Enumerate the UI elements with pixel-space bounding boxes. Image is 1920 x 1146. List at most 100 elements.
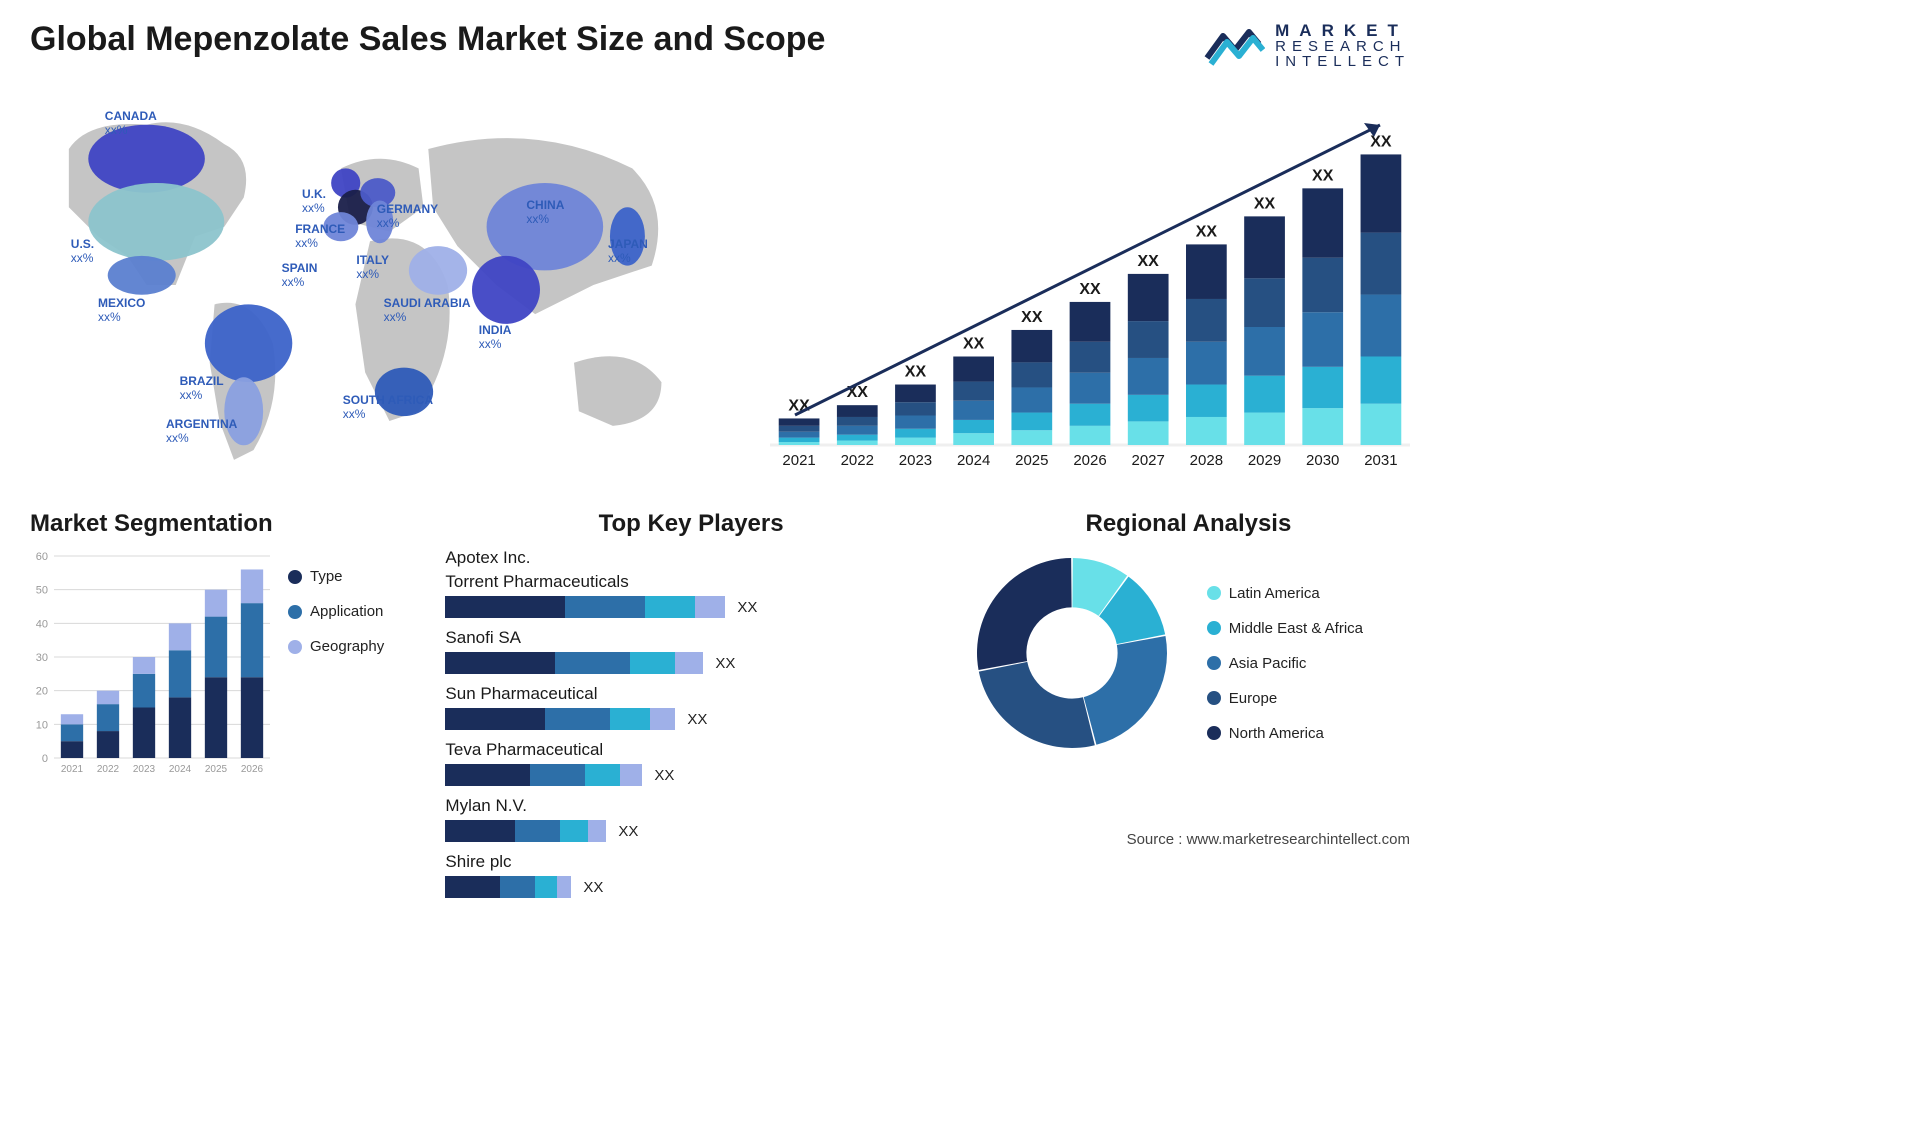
country-label-argentina: ARGENTINAxx% [166,418,237,444]
player-bar-row: XX [445,596,936,618]
regional-legend-north-america: North America [1207,725,1363,742]
svg-text:2028: 2028 [1190,452,1223,469]
player-bar [445,708,675,730]
svg-text:2023: 2023 [899,452,932,469]
brand-logo: MARKET RESEARCH INTELLECT [1201,20,1410,70]
svg-text:XX: XX [905,364,927,381]
player-name-torrent-pharmaceuticals: Torrent Pharmaceuticals [445,572,936,592]
world-map: CANADAxx% U.S.xx% MEXICOxx% BRAZILxx% ARGENT… [30,90,710,480]
svg-text:10: 10 [36,719,48,731]
regional-donut [967,548,1177,758]
svg-text:0: 0 [42,753,48,765]
brand-line-3: INTELLECT [1275,54,1410,69]
brand-logo-icon [1201,20,1265,70]
player-value: XX [715,655,735,672]
regional-legend: Latin America Middle East & Africa Asia Pa… [1207,585,1363,742]
svg-text:XX: XX [1138,253,1160,270]
svg-text:2022: 2022 [97,764,120,775]
svg-text:2031: 2031 [1364,452,1397,469]
svg-text:2027: 2027 [1131,452,1164,469]
svg-text:2026: 2026 [241,764,264,775]
country-label-canada: CANADAxx% [105,110,157,136]
country-label-south-africa: SOUTH AFRICAxx% [343,394,433,420]
svg-text:2029: 2029 [1248,452,1281,469]
player-bar [445,876,571,898]
svg-text:2021: 2021 [61,764,84,775]
svg-text:2021: 2021 [782,452,815,469]
country-label-india: INDIAxx% [479,324,512,350]
country-label-u-s-: U.S.xx% [71,238,94,264]
svg-text:2025: 2025 [1015,452,1048,469]
svg-text:60: 60 [36,551,48,563]
world-map-svg [30,90,710,480]
player-bar [445,596,725,618]
player-name-shire-plc: Shire plc [445,852,936,872]
svg-text:XX: XX [1196,223,1218,240]
source-text: Source : www.marketresearchintellect.com [1127,831,1410,848]
player-bar-row: XX [445,876,936,898]
svg-text:2030: 2030 [1306,452,1339,469]
svg-text:XX: XX [1079,281,1101,298]
country-label-japan: JAPANxx% [608,238,648,264]
country-label-mexico: MEXICOxx% [98,297,145,323]
country-label-germany: GERMANYxx% [377,203,438,229]
svg-text:30: 30 [36,652,48,664]
player-bar-row: XX [445,764,936,786]
player-value: XX [583,879,603,896]
svg-text:2023: 2023 [133,764,156,775]
player-bar-row: XX [445,708,936,730]
player-name-mylan-n-v-: Mylan N.V. [445,796,936,816]
player-bar [445,652,703,674]
player-bar-row: XX [445,820,936,842]
svg-text:20: 20 [36,686,48,698]
player-bar [445,764,642,786]
player-bar-row: XX [445,652,936,674]
svg-text:2026: 2026 [1073,452,1106,469]
player-bar [445,820,606,842]
country-label-saudi-arabia: SAUDI ARABIAxx% [384,297,471,323]
svg-text:XX: XX [963,336,985,353]
svg-text:50: 50 [36,585,48,597]
segmentation-legend-application: Application [288,603,384,620]
market-segmentation-section: Market Segmentation 0 10 20 30 40 50 60 2021 202… [30,510,415,898]
segmentation-title: Market Segmentation [30,510,415,538]
svg-text:2022: 2022 [841,452,874,469]
player-name-sun-pharmaceutical: Sun Pharmaceutical [445,684,936,704]
player-name-teva-pharmaceutical: Teva Pharmaceutical [445,740,936,760]
player-value: XX [618,823,638,840]
page-title: Global Mepenzolate Sales Market Size and… [30,20,825,59]
regional-legend-asia-pacific: Asia Pacific [1207,655,1363,672]
players-list: Apotex Inc. Torrent Pharmaceuticals XX Sano… [445,548,936,898]
player-value: XX [654,767,674,784]
segmentation-legend-geography: Geography [288,638,384,655]
player-value: XX [687,711,707,728]
country-label-u-k-: U.K.xx% [302,188,326,214]
player-name-sanofi-sa: Sanofi SA [445,628,936,648]
segmentation-chart: 0 10 20 30 40 50 60 2021 2022 2023 2024 2025 2026 [30,548,270,778]
segmentation-legend-type: Type [288,568,384,585]
brand-line-1: MARKET [1275,22,1410,39]
regional-title: Regional Analysis [967,510,1410,538]
svg-text:40: 40 [36,618,48,630]
segmentation-legend: Type Application Geography [288,568,384,655]
brand-line-2: RESEARCH [1275,39,1410,54]
player-name-apotex-inc-: Apotex Inc. [445,548,936,568]
svg-text:2025: 2025 [205,764,228,775]
country-label-italy: ITALYxx% [356,254,389,280]
regional-legend-europe: Europe [1207,690,1363,707]
svg-text:2024: 2024 [957,452,990,469]
player-value: XX [737,599,757,616]
svg-text:XX: XX [1254,195,1276,212]
svg-text:2024: 2024 [169,764,192,775]
players-title: Top Key Players [445,510,936,538]
regional-legend-middle-east-africa: Middle East & Africa [1207,620,1363,637]
scope-bar-chart: XX 2021 XX 2022 XX 2023 XX 2024 XX 2025 XX 2026 XX 20… [750,110,1410,480]
country-label-brazil: BRAZILxx% [180,375,224,401]
svg-text:XX: XX [1312,167,1334,184]
country-label-france: FRANCExx% [295,223,345,249]
country-label-china: CHINAxx% [526,199,564,225]
players-section: Top Key Players Apotex Inc. Torrent Pharm… [445,510,936,898]
regional-legend-latin-america: Latin America [1207,585,1363,602]
scope-bar-svg: XX 2021 XX 2022 XX 2023 XX 2024 XX 2025 XX 2026 XX 20… [750,110,1410,480]
country-label-spain: SPAINxx% [282,262,318,288]
